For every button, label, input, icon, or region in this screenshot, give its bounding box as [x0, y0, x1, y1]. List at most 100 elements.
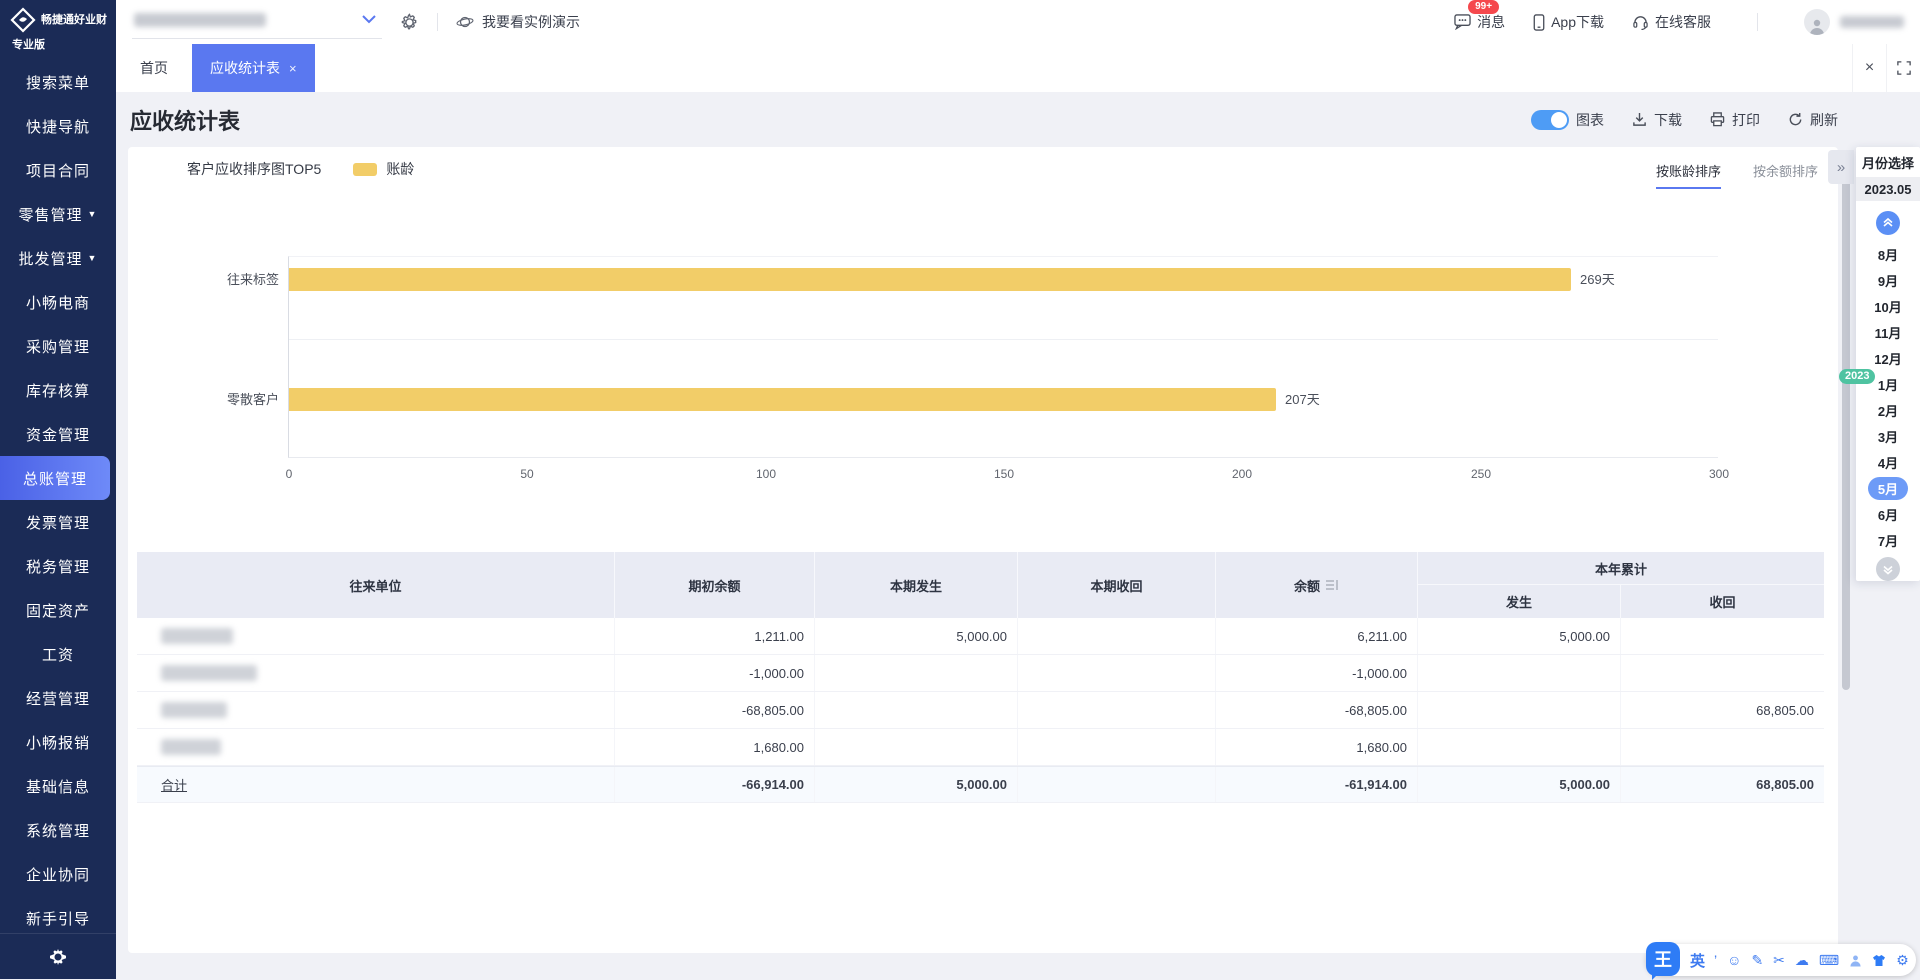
- sidebar-item-label: 税务管理: [25, 558, 90, 576]
- ime-cloud-icon[interactable]: ☁: [1794, 951, 1809, 968]
- chart-legend: 账龄: [353, 159, 414, 179]
- month-item[interactable]: 6月: [1856, 501, 1920, 527]
- sidebar-item[interactable]: 总账管理: [0, 456, 110, 500]
- sidebar-item[interactable]: 快捷导航: [0, 104, 116, 148]
- support-button[interactable]: 在线客服: [1632, 12, 1711, 32]
- sidebar-item[interactable]: 小畅电商: [0, 280, 116, 324]
- planet-icon: [456, 14, 474, 30]
- col-unit[interactable]: 往来单位: [137, 552, 615, 618]
- sidebar-item[interactable]: 税务管理: [0, 544, 116, 588]
- sidebar-item[interactable]: 采购管理: [0, 324, 116, 368]
- col-ytd-incurred[interactable]: 发生: [1418, 585, 1621, 618]
- tab-home[interactable]: 首页: [140, 60, 168, 76]
- sort-lines-icon[interactable]: [1326, 579, 1339, 591]
- month-item[interactable]: 8月: [1856, 241, 1920, 267]
- ime-settings-icon[interactable]: ⚙: [1896, 951, 1909, 968]
- ime-scissors-icon[interactable]: ✂: [1773, 951, 1785, 968]
- col-ytd-received[interactable]: 收回: [1709, 595, 1736, 610]
- sidebar-item-label: 项目合同: [25, 162, 90, 180]
- sidebar-item[interactable]: 资金管理: [0, 412, 116, 456]
- sidebar-settings-button[interactable]: [0, 933, 116, 979]
- sidebar-item[interactable]: 发票管理: [0, 500, 116, 544]
- sidebar-item[interactable]: 经营管理: [0, 676, 116, 720]
- sidebar-item[interactable]: 固定资产: [0, 588, 116, 632]
- col-current-received[interactable]: 本期收回: [1018, 552, 1216, 618]
- col-balance[interactable]: 余额: [1216, 552, 1418, 618]
- total-link[interactable]: 合计: [161, 778, 188, 793]
- cell-value: 68,805.00: [1756, 702, 1814, 718]
- demo-link[interactable]: 我要看实例演示: [456, 12, 580, 32]
- sort-by-balance-tab[interactable]: 按余额排序: [1752, 164, 1818, 179]
- ime-pencil-icon[interactable]: ✎: [1751, 951, 1764, 968]
- sidebar-item[interactable]: 搜索菜单: [0, 60, 116, 104]
- sidebar-item[interactable]: 库存核算: [0, 368, 116, 412]
- tab-close-icon[interactable]: ×: [289, 60, 297, 76]
- user-menu[interactable]: [1804, 9, 1904, 35]
- page-toolbar: 图表 下载 打印 刷新: [1531, 109, 1838, 130]
- ime-person-icon[interactable]: [1849, 954, 1862, 967]
- month-item[interactable]: 9月: [1856, 267, 1920, 293]
- sidebar-item[interactable]: 批发管理 ▼: [0, 236, 116, 280]
- table-row[interactable]: 1,211.00 5,000.00 6,211.00 5,000.00: [137, 618, 1824, 655]
- col-current-incurred[interactable]: 本期发生: [815, 552, 1018, 618]
- scroll-months-down-button[interactable]: [1876, 557, 1900, 581]
- vertical-scrollbar[interactable]: [1840, 147, 1852, 953]
- ime-language-mode[interactable]: 英: [1690, 952, 1706, 970]
- scrollbar-thumb[interactable]: [1842, 150, 1850, 690]
- month-item[interactable]: 7月: [1856, 527, 1920, 553]
- month-item-label: 11月: [1874, 325, 1902, 341]
- table-row[interactable]: 1,680.00 1,680.00: [137, 729, 1824, 766]
- chart-toggle[interactable]: 图表: [1531, 109, 1604, 130]
- sidebar-item-label: 搜索菜单: [25, 74, 90, 92]
- month-item[interactable]: 11月: [1856, 319, 1920, 345]
- chart-bar[interactable]: [289, 388, 1276, 411]
- ime-logo[interactable]: 王: [1646, 942, 1680, 980]
- messages-button[interactable]: 99+ 消息: [1454, 0, 1505, 32]
- month-item[interactable]: 10月: [1856, 293, 1920, 319]
- table-row[interactable]: -1,000.00 -1,000.00: [137, 655, 1824, 692]
- toggle-switch[interactable]: [1531, 109, 1569, 130]
- sort-by-age-tab[interactable]: 按账龄排序: [1655, 161, 1721, 189]
- month-item[interactable]: 1月: [1856, 371, 1920, 397]
- month-item[interactable]: 2月: [1856, 397, 1920, 423]
- gridline: [289, 339, 1718, 340]
- brand-logo-icon: [10, 7, 36, 33]
- ime-smiley-icon[interactable]: ☺: [1727, 952, 1742, 968]
- settings-gear-button[interactable]: [400, 12, 419, 32]
- x-tick-label: 300: [1708, 467, 1730, 481]
- refresh-button[interactable]: 刷新: [1788, 110, 1838, 130]
- tab-receivables-statistics[interactable]: 应收统计表 ×: [192, 44, 315, 92]
- fullscreen-icon[interactable]: [1886, 44, 1920, 92]
- download-button[interactable]: 下载: [1632, 110, 1682, 130]
- sidebar-item[interactable]: 工资: [0, 632, 116, 676]
- sidebar-item[interactable]: 系统管理: [0, 808, 116, 852]
- sidebar-item[interactable]: 基础信息: [0, 764, 116, 808]
- month-item[interactable]: 5月: [1856, 475, 1920, 501]
- col-opening[interactable]: 期初余额: [615, 552, 815, 618]
- month-item[interactable]: 12月: [1856, 345, 1920, 371]
- print-button[interactable]: 打印: [1710, 110, 1760, 130]
- close-icon[interactable]: ×: [1852, 44, 1886, 92]
- table-row[interactable]: -68,805.00 -68,805.00 68,805.00: [137, 692, 1824, 729]
- sidebar-item[interactable]: 新手引导: [0, 896, 116, 940]
- x-tick-label: 200: [1231, 467, 1253, 481]
- sidebar-item[interactable]: 项目合同: [0, 148, 116, 192]
- ime-quote-icon[interactable]: ’: [1714, 952, 1718, 968]
- sidebar-item-label: 零售管理: [18, 206, 83, 224]
- month-item-label: 12月: [1874, 351, 1902, 367]
- collapse-panel-button[interactable]: »: [1828, 150, 1854, 184]
- sidebar-item[interactable]: 零售管理 ▼: [0, 192, 116, 236]
- sidebar-item[interactable]: 企业协同: [0, 852, 116, 896]
- month-item[interactable]: 4月: [1856, 449, 1920, 475]
- cell-total-value: 5,000.00: [815, 767, 1018, 802]
- receivables-table: 往来单位 期初余额 本期发生 本期收回 余额 本年累计 发生 收回 1,211.…: [137, 552, 1824, 803]
- sidebar-item[interactable]: 小畅报销: [0, 720, 116, 764]
- scroll-months-up-button[interactable]: [1876, 211, 1900, 235]
- month-item[interactable]: 3月: [1856, 423, 1920, 449]
- chart-plot: 269天 往来标签 207天 零散客户 0 50 100 150 200 250 300: [227, 256, 1729, 481]
- ime-skin-icon[interactable]: [1872, 954, 1886, 967]
- chart-bar[interactable]: [289, 268, 1571, 291]
- ime-keyboard-icon[interactable]: ⌨: [1818, 951, 1840, 968]
- app-download-button[interactable]: App下载: [1533, 12, 1604, 32]
- company-selector[interactable]: [132, 5, 382, 39]
